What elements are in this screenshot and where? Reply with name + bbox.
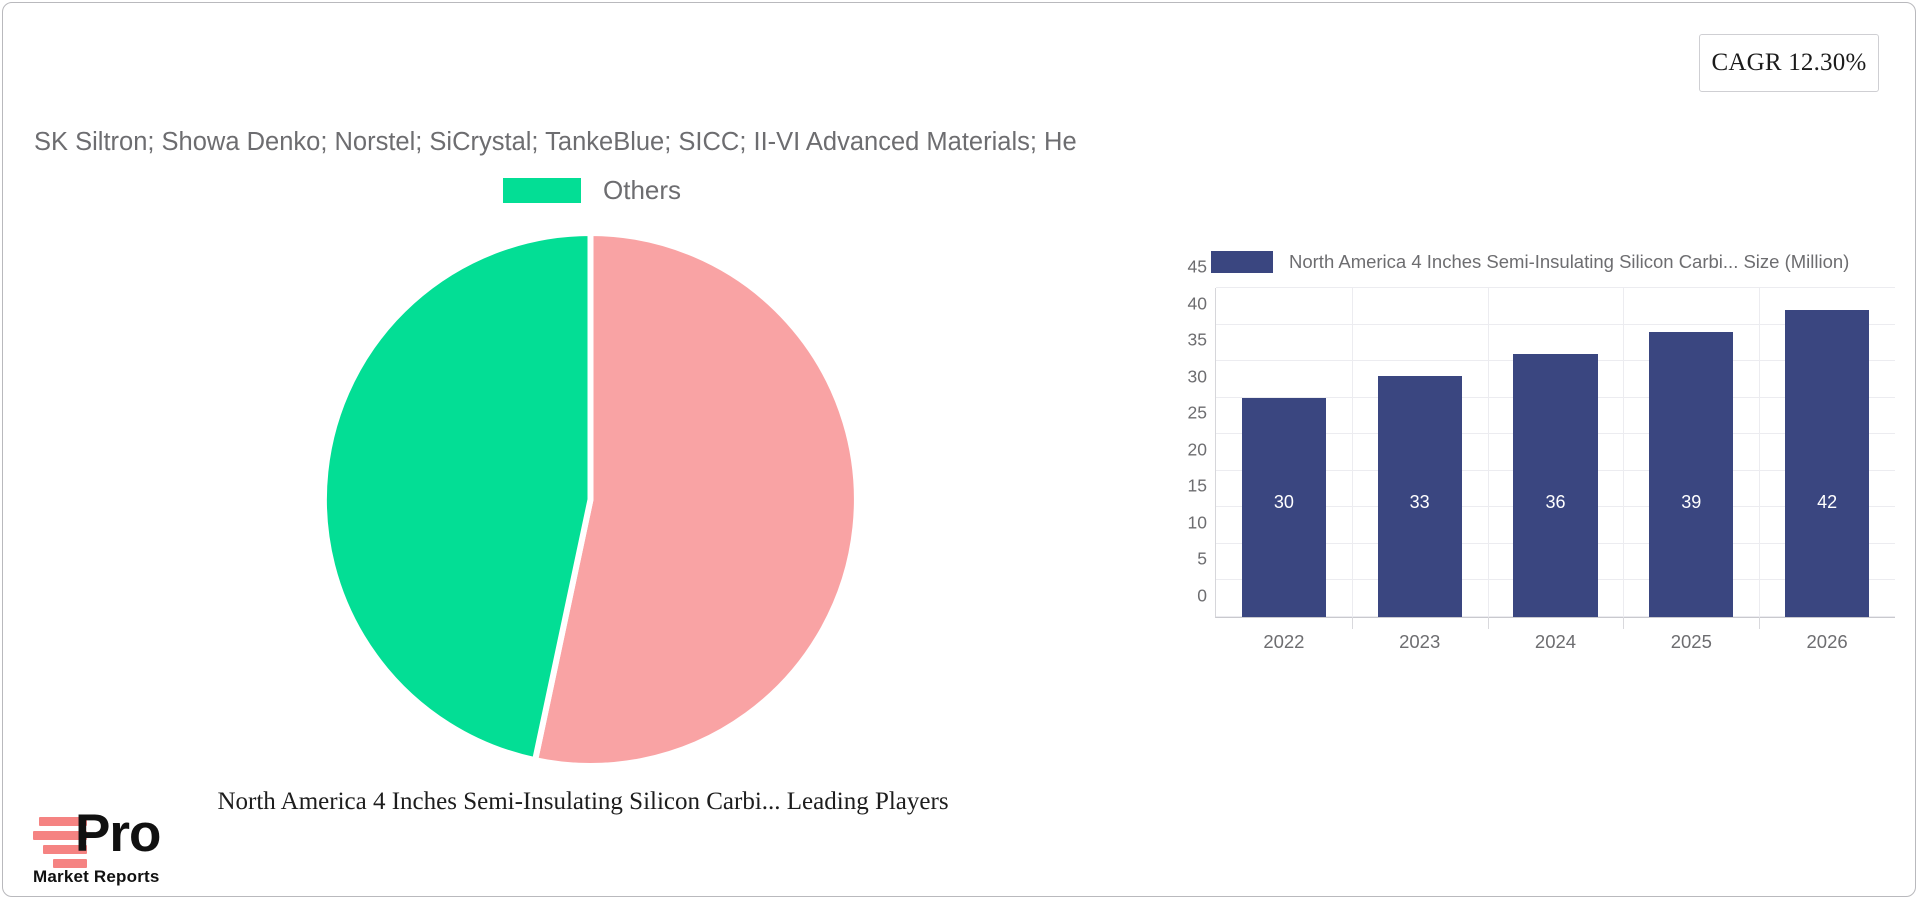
bar-chart-plot-area: 0 5 10 15 20 25 30 35 40 45 30 2022 33 2023 36 2024 39 20… [1188,257,1895,652]
y-axis-tick-label: 30 [1187,366,1207,387]
bar-chart-legend: North America 4 Inches Semi-Insulating S… [1211,251,1849,273]
logo-tagline: Market Reports [33,867,160,886]
y-axis-tick-label: 25 [1187,402,1207,423]
vertical-gridline [1759,288,1761,617]
bar-2023[interactable]: 33 [1377,375,1462,617]
logo-wordmark: Pro [75,804,161,863]
vertical-gridline [1351,288,1353,617]
bar-2024[interactable]: 36 [1513,353,1598,617]
pie-slice-leading-players [531,229,860,769]
gridline: 45 [1188,257,1895,288]
bar-legend-swatch [1211,251,1273,273]
bar-value-label: 42 [1817,492,1838,512]
y-axis-tick-label: 20 [1187,439,1207,460]
pie-chart-svg [320,229,860,769]
pie-chart [318,227,863,772]
y-axis-tick-label: 35 [1187,329,1207,350]
y-axis-tick-label: 15 [1187,475,1207,496]
cagr-badge-label: CAGR 12.30% [1711,49,1867,76]
bar-2026[interactable]: 42 [1785,309,1870,617]
pie-legend: Others [503,175,681,206]
pie-slice-others [320,229,594,764]
logo-mark: Pro [33,805,193,868]
vertical-gridline [1487,288,1489,617]
x-axis-separator [1351,617,1353,629]
x-axis-tick-label: 2025 [1670,631,1712,652]
pie-chart-caption: North America 4 Inches Semi-Insulating S… [217,788,949,815]
y-axis-tick-label: 10 [1187,512,1207,533]
y-axis-tick-label: 45 [1187,256,1207,277]
leading-players-text: SK Siltron; Showa Denko; Norstel; SiCrys… [34,128,1077,156]
bar-value-label: 30 [1273,492,1294,512]
x-axis-separator [1759,617,1761,629]
logo: Pro Market Reports [33,805,193,887]
pie-legend-label-others: Others [603,175,682,205]
bar-value-label: 33 [1409,492,1430,512]
x-axis-tick-label: 2022 [1263,631,1305,652]
gridline: 40 [1188,293,1895,325]
y-axis-tick-label: 40 [1187,293,1207,314]
bar-legend-label: North America 4 Inches Semi-Insulating S… [1289,251,1850,272]
x-axis-tick-label: 2024 [1534,631,1577,652]
vertical-gridline [1623,288,1625,617]
bar-2022[interactable]: 30 [1241,397,1326,617]
bar-2025[interactable]: 39 [1649,331,1734,617]
logo-bars-icon [33,817,87,873]
y-axis-tick-label: 5 [1197,548,1207,569]
bar-value-label: 39 [1681,492,1702,512]
x-axis-separator [1487,617,1489,629]
bar-value-label: 36 [1545,492,1566,512]
y-axis-tick-label: 0 [1197,585,1207,606]
pie-legend-swatch-others [503,178,581,203]
x-axis-tick-label: 2026 [1806,631,1848,652]
x-axis-separator [1623,617,1625,629]
bar-chart: 0 5 10 15 20 25 30 35 40 45 30 2022 33 2023 36 2024 39 20… [1155,257,1895,653]
x-axis-tick-label: 2023 [1399,631,1441,652]
cagr-badge: CAGR 12.30% [1699,34,1879,92]
